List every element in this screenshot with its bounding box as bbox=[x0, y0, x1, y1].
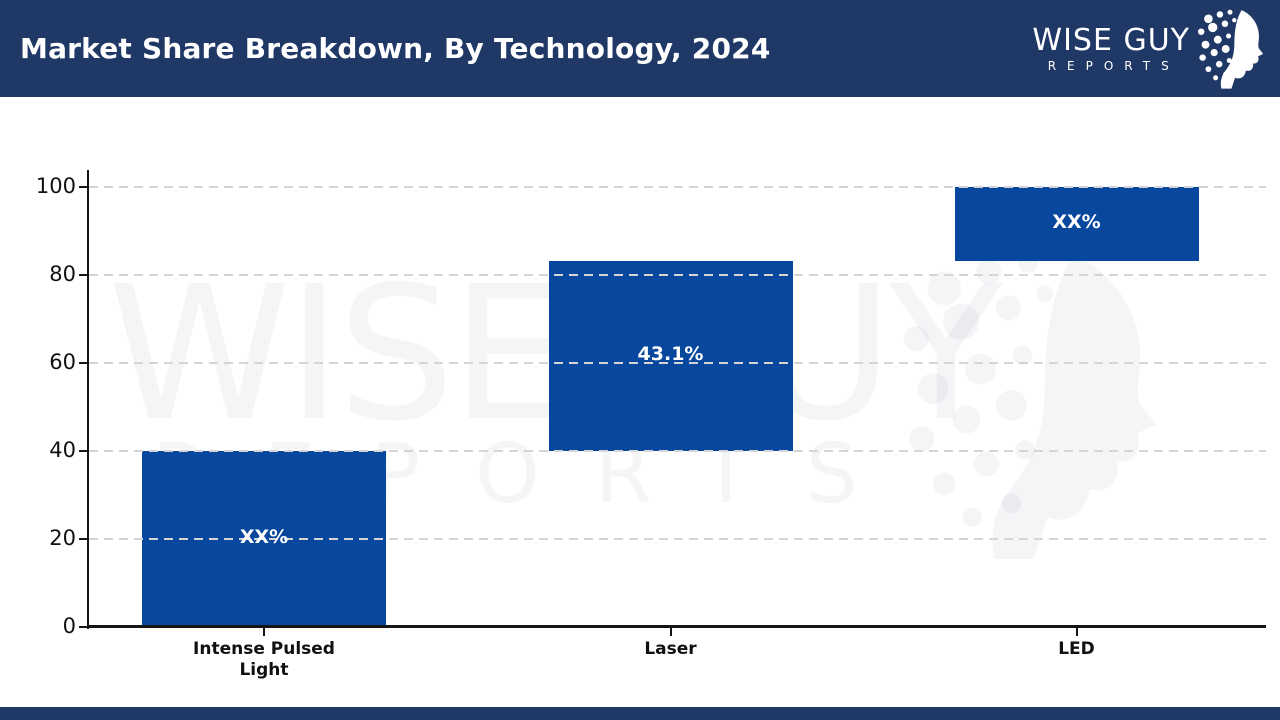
header-bar: Market Share Breakdown, By Technology, 2… bbox=[0, 0, 1280, 97]
logo-wordmark-line2: REPORTS bbox=[1047, 58, 1180, 73]
y-tick-label: 100 bbox=[35, 174, 76, 198]
x-category-label: Laser bbox=[644, 639, 697, 659]
bar-value-label: 43.1% bbox=[637, 343, 704, 366]
grid-line bbox=[89, 362, 1266, 364]
x-category-label: Intense Pulsed Light bbox=[193, 639, 335, 681]
bar-segment bbox=[548, 261, 793, 451]
y-axis-line bbox=[87, 170, 89, 629]
y-tick-label: 0 bbox=[62, 614, 76, 638]
bar-value-label: XX% bbox=[1052, 211, 1101, 234]
x-axis-tick bbox=[669, 627, 672, 636]
y-tick-label: 40 bbox=[49, 438, 76, 462]
bar-value-label: XX% bbox=[239, 526, 289, 548]
y-tick-label: 60 bbox=[49, 350, 76, 374]
bar-segment bbox=[954, 187, 1199, 262]
y-tick-label: 20 bbox=[49, 526, 76, 550]
grid-line bbox=[89, 450, 1266, 452]
y-tick-label: 80 bbox=[49, 262, 76, 286]
y-axis-tick bbox=[79, 362, 88, 364]
logo-wordmark: WISE GUY REPORTS bbox=[1032, 22, 1190, 73]
footer-bar bbox=[0, 707, 1280, 720]
grid-line bbox=[89, 274, 1266, 276]
y-axis-tick bbox=[79, 274, 88, 276]
brand-logo: WISE GUY REPORTS bbox=[1032, 4, 1266, 94]
grid-line bbox=[89, 186, 1266, 188]
x-axis-line bbox=[87, 625, 1266, 628]
y-axis-tick bbox=[79, 538, 88, 540]
y-axis-tick bbox=[79, 186, 88, 188]
x-axis-tick bbox=[1075, 627, 1078, 636]
y-axis-tick bbox=[79, 626, 88, 628]
grid-line bbox=[89, 538, 1266, 540]
logo-face-icon bbox=[1197, 9, 1264, 89]
x-axis-tick bbox=[263, 627, 265, 636]
chart-title: Market Share Breakdown, By Technology, 2… bbox=[20, 32, 771, 65]
y-axis-tick bbox=[79, 450, 88, 452]
logo-wordmark-line1: WISE GUY bbox=[1032, 22, 1190, 58]
watermark-face-icon bbox=[903, 253, 1157, 560]
x-category-label: LED bbox=[1058, 639, 1095, 659]
